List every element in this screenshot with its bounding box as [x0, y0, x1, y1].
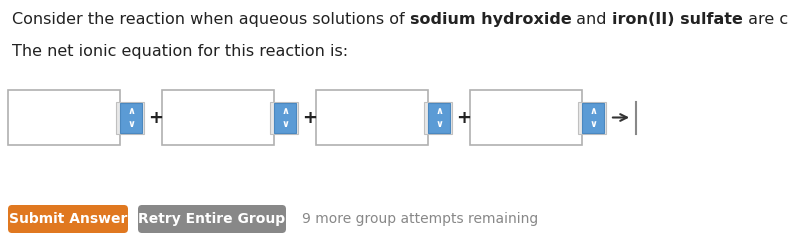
FancyBboxPatch shape — [138, 205, 286, 233]
Bar — [428, 103, 450, 132]
Bar — [424, 102, 452, 133]
Text: Submit Answer: Submit Answer — [9, 212, 127, 226]
Bar — [116, 102, 144, 133]
Bar — [270, 102, 298, 133]
Text: ∨: ∨ — [435, 119, 443, 128]
Text: The net ionic equation for this reaction is:: The net ionic equation for this reaction… — [12, 44, 348, 59]
Text: and: and — [571, 12, 612, 27]
Text: ∧: ∧ — [435, 106, 443, 116]
Bar — [582, 103, 604, 132]
Bar — [162, 90, 274, 145]
Bar — [274, 103, 296, 132]
Bar — [316, 90, 428, 145]
Bar — [120, 103, 142, 132]
Text: +: + — [302, 109, 317, 126]
Text: +: + — [456, 109, 471, 126]
Text: sodium hydroxide: sodium hydroxide — [410, 12, 571, 27]
Text: Retry Entire Group: Retry Entire Group — [139, 212, 285, 226]
Text: iron(II) sulfate: iron(II) sulfate — [612, 12, 743, 27]
Bar — [8, 90, 120, 145]
Text: ∧: ∧ — [589, 106, 597, 116]
Text: are combined.: are combined. — [743, 12, 788, 27]
Text: ∨: ∨ — [589, 119, 597, 128]
Text: 9 more group attempts remaining: 9 more group attempts remaining — [302, 212, 538, 226]
Text: ∨: ∨ — [127, 119, 135, 128]
Bar — [470, 90, 582, 145]
FancyBboxPatch shape — [8, 205, 128, 233]
Text: Consider the reaction when aqueous solutions of: Consider the reaction when aqueous solut… — [12, 12, 410, 27]
Text: ∧: ∧ — [127, 106, 135, 116]
Text: ∧: ∧ — [281, 106, 289, 116]
Text: +: + — [148, 109, 163, 126]
Text: ∨: ∨ — [281, 119, 289, 128]
Bar — [578, 102, 606, 133]
